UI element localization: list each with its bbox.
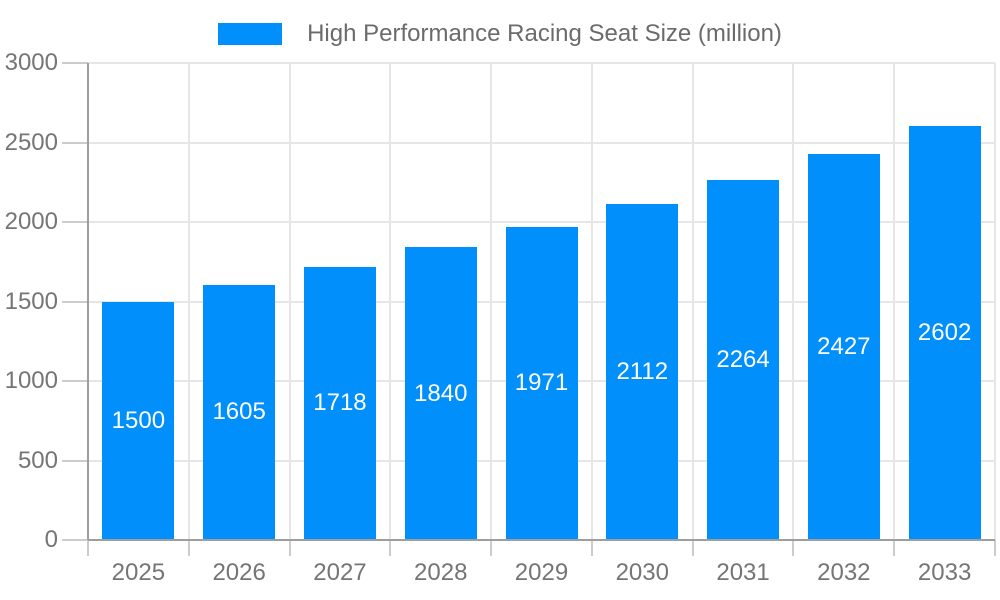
x-gridline — [389, 63, 392, 540]
y-axis-label: 1000 — [4, 367, 58, 394]
bar-2026[interactable] — [203, 284, 276, 540]
y-gridline — [88, 141, 995, 144]
bar-value-label: 1840 — [414, 379, 468, 407]
x-axis-tick — [691, 540, 694, 556]
legend[interactable]: High Performance Racing Seat Size (milli… — [0, 11, 1000, 56]
x-axis-tick — [590, 540, 593, 556]
x-axis-label: 2028 — [414, 559, 468, 586]
x-axis-label: 2032 — [817, 559, 871, 586]
x-axis-tick — [187, 540, 190, 556]
bar-2032[interactable] — [807, 154, 880, 540]
y-gridline — [88, 221, 995, 223]
x-axis-tick — [87, 540, 89, 556]
x-gridline — [792, 63, 795, 540]
y-axis-label: 3000 — [4, 49, 58, 76]
y-axis-tick — [62, 221, 88, 223]
x-gridline — [288, 63, 291, 540]
y-axis-tick — [62, 141, 88, 144]
bar-value-label: 2112 — [616, 358, 669, 386]
y-gridline — [88, 62, 995, 64]
bar-2029[interactable] — [505, 226, 578, 540]
y-axis-label: 2000 — [4, 208, 58, 235]
bar-value-label: 1605 — [212, 398, 266, 426]
legend-label: High Performance Racing Seat Size (milli… — [307, 19, 782, 47]
bar-2031[interactable] — [707, 180, 780, 540]
x-axis-tick — [792, 540, 795, 556]
x-axis-label: 2025 — [111, 559, 166, 586]
y-axis-tick — [62, 380, 88, 382]
bar-value-label: 1971 — [514, 369, 569, 397]
bar-2028[interactable] — [404, 247, 477, 540]
bar-value-label: 2264 — [716, 346, 770, 373]
x-gridline — [994, 63, 996, 540]
y-axis-label: 500 — [17, 446, 58, 474]
x-gridline — [490, 63, 493, 540]
bar-2030[interactable] — [606, 204, 679, 540]
x-axis-label: 2031 — [716, 559, 770, 586]
x-axis-label: 2029 — [514, 559, 569, 586]
x-axis-label: 2030 — [615, 559, 669, 586]
bar-value-label: 1718 — [313, 389, 367, 417]
bar-2027[interactable] — [303, 266, 376, 540]
x-axis-label: 2033 — [917, 559, 972, 586]
bar-2033[interactable] — [908, 126, 981, 540]
x-axis-tick — [893, 540, 896, 556]
y-axis-label: 2500 — [4, 128, 58, 156]
y-axis-tick — [62, 300, 88, 303]
y-axis-tick — [62, 459, 88, 462]
x-axis-label: 2027 — [313, 559, 367, 586]
y-axis-label: 0 — [44, 526, 58, 553]
legend-swatch — [218, 22, 283, 45]
y-axis-tick — [62, 539, 88, 541]
x-gridline — [590, 63, 593, 540]
x-axis-label: 2026 — [212, 559, 266, 586]
x-axis-tick — [288, 540, 291, 556]
bar-value-label: 2427 — [817, 333, 871, 361]
y-axis-line — [87, 63, 89, 540]
x-gridline — [187, 63, 190, 540]
x-axis-tick — [490, 540, 493, 556]
y-axis-tick — [62, 62, 88, 64]
x-axis-line — [88, 539, 995, 541]
x-gridline — [893, 63, 896, 540]
x-gridline — [691, 63, 694, 540]
bar-value-label: 2602 — [917, 319, 972, 347]
y-axis-label: 1500 — [4, 287, 58, 315]
x-axis-tick — [389, 540, 392, 556]
x-axis-tick — [994, 540, 996, 556]
bar-2025[interactable] — [102, 301, 175, 540]
bar-value-label: 1500 — [111, 406, 166, 434]
